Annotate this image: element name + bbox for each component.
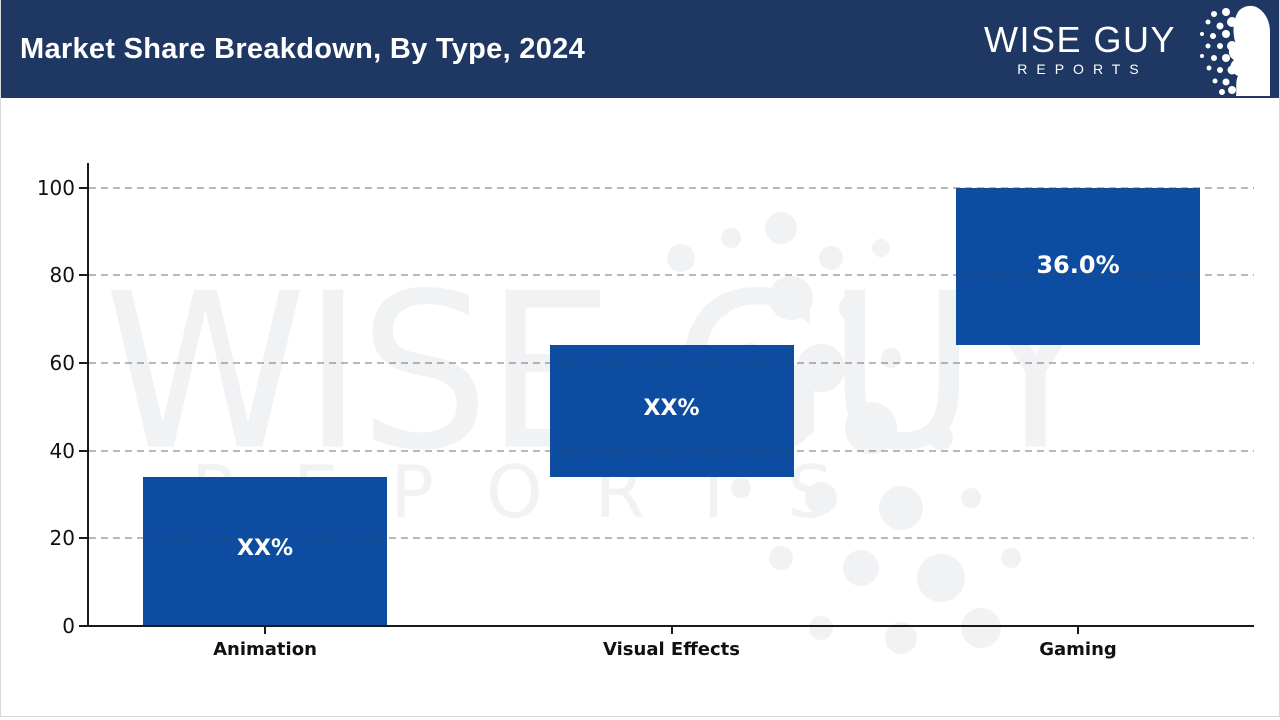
bar-animation bbox=[143, 476, 387, 626]
x-axis-tick bbox=[264, 627, 266, 634]
header-bar: Market Share Breakdown, By Type, 2024 WI… bbox=[1, 0, 1279, 98]
y-axis-tick-label: 100 bbox=[36, 175, 75, 200]
x-axis-category-label: Animation bbox=[213, 639, 317, 660]
x-axis-category-label: Gaming bbox=[1039, 639, 1117, 660]
y-axis-tick bbox=[79, 274, 87, 277]
bar-visual-effects bbox=[549, 345, 794, 477]
y-axis-tick bbox=[79, 186, 87, 189]
gridline bbox=[89, 361, 1254, 364]
y-axis-line bbox=[87, 163, 89, 627]
gridline bbox=[89, 274, 1254, 277]
y-axis-tick bbox=[79, 361, 87, 364]
y-axis-tick-label: 20 bbox=[49, 526, 75, 551]
y-axis-tick bbox=[79, 625, 87, 627]
bar-gaming bbox=[956, 187, 1200, 346]
y-axis-tick-label: 0 bbox=[62, 614, 75, 638]
bar-value-label: XX% bbox=[237, 536, 293, 562]
y-axis-tick-label: 80 bbox=[49, 263, 75, 288]
x-axis-tick bbox=[670, 627, 673, 634]
gridline bbox=[89, 537, 1254, 540]
x-axis-line bbox=[87, 625, 1254, 627]
chart-area: WISE GUY REPORTS 0 20 40 60 80 100 XX% Animatio… bbox=[1, 98, 1279, 716]
page-title: Market Share Breakdown, By Type, 2024 bbox=[20, 32, 586, 65]
brand-logo: WISE GUY REPORTS bbox=[984, 2, 1272, 96]
x-axis-tick bbox=[1077, 627, 1079, 634]
gridline bbox=[89, 186, 1254, 189]
brand-name: WISE GUY bbox=[983, 18, 1176, 60]
bar-value-label: 36.0% bbox=[1036, 251, 1120, 280]
y-axis-tick bbox=[79, 449, 87, 452]
x-axis-category-label: Visual Effects bbox=[603, 639, 740, 660]
face-profile-icon bbox=[1200, 5, 1270, 96]
bar-value-label: XX% bbox=[643, 396, 700, 422]
y-axis-tick-label: 40 bbox=[49, 438, 75, 463]
brand-subtitle: REPORTS bbox=[1017, 60, 1148, 77]
gridline bbox=[89, 449, 1254, 452]
y-axis-tick-label: 60 bbox=[49, 350, 75, 375]
brand-logo-text: WISE GUY REPORTS bbox=[983, 18, 1176, 77]
y-axis-tick bbox=[79, 537, 87, 540]
